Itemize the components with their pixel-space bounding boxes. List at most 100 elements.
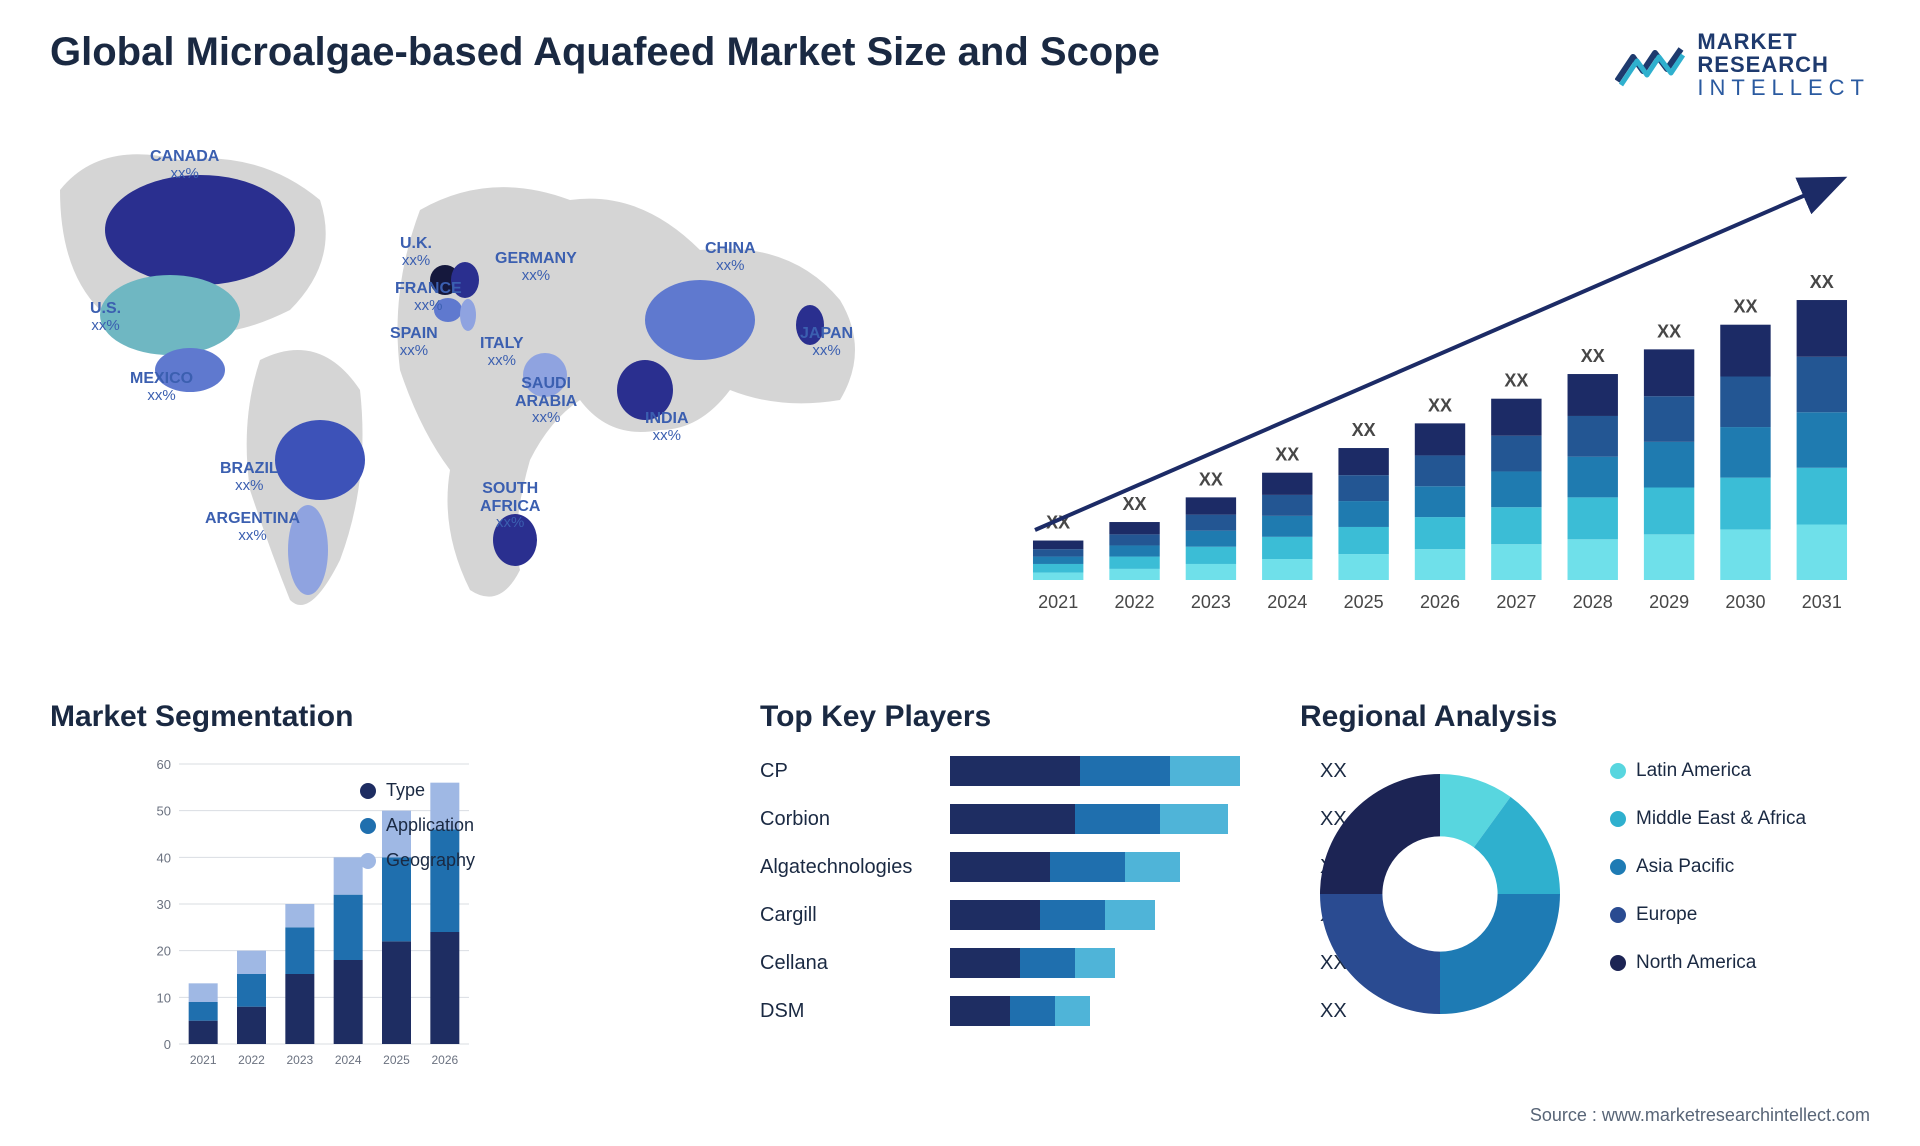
seg-legend-geography: Geography [360,850,475,871]
svg-text:XX: XX [1810,272,1834,292]
kp-bar [950,900,1320,930]
legend-label: Type [386,780,425,801]
svg-text:2029: 2029 [1649,592,1689,612]
kp-name: Cellana [760,952,950,975]
map-label-south-africa: SOUTHAFRICAxx% [480,480,540,532]
map-label-brazil: BRAZILxx% [220,460,279,494]
region-legend-latin-america: Latin America [1610,760,1806,782]
map-label-canada: CANADAxx% [150,148,219,182]
map-label-mexico: MEXICOxx% [130,370,193,404]
svg-text:XX: XX [1352,420,1376,440]
legend-dot-icon [1610,859,1626,875]
svg-text:20: 20 [157,944,171,959]
svg-text:XX: XX [1733,297,1757,317]
svg-text:2023: 2023 [1191,592,1231,612]
map-label-argentina: ARGENTINAxx% [205,510,300,544]
logo-text-3: INTELLECT [1697,76,1870,99]
svg-text:30: 30 [157,897,171,912]
legend-label: Asia Pacific [1636,856,1734,878]
brand-logo: MARKET RESEARCH INTELLECT [1615,30,1870,99]
keyplayers-section: Top Key Players CPXXCorbionXXAlgatechnol… [760,700,1380,1100]
keyplayers-title: Top Key Players [760,700,1380,734]
legend-dot-icon [1610,955,1626,971]
segmentation-title: Market Segmentation [50,700,570,734]
svg-text:50: 50 [157,804,171,819]
svg-text:XX: XX [1275,445,1299,465]
seg-legend-application: Application [360,815,475,836]
kp-bar [950,948,1320,978]
legend-dot-icon [360,853,376,869]
svg-text:2025: 2025 [1344,592,1384,612]
legend-dot-icon [1610,763,1626,779]
svg-text:2026: 2026 [1420,592,1460,612]
map-label-india: INDIAxx% [645,410,689,444]
svg-text:2027: 2027 [1496,592,1536,612]
map-label-china: CHINAxx% [705,240,756,274]
logo-mark-icon [1615,41,1685,89]
legend-dot-icon [360,783,376,799]
svg-text:2021: 2021 [190,1053,217,1067]
kp-bar [950,804,1320,834]
regional-title: Regional Analysis [1300,700,1870,734]
keyplayers-chart: CPXXCorbionXXAlgatechnologiesXXCargillXX… [760,756,1380,1026]
svg-text:XX: XX [1428,395,1452,415]
legend-label: Middle East & Africa [1636,808,1806,830]
logo-text-1: MARKET [1697,30,1870,53]
kp-name: Algatechnologies [760,856,950,879]
svg-text:10: 10 [157,990,171,1005]
svg-text:2024: 2024 [1267,592,1307,612]
legend-label: Application [386,815,474,836]
svg-text:XX: XX [1657,321,1681,341]
kp-bar [950,996,1320,1026]
region-legend-middle-east-africa: Middle East & Africa [1610,808,1806,830]
segmentation-section: Market Segmentation 0 10 20 30 40 50 60 2021 202… [50,700,570,1100]
segmentation-chart: 0102030405060202120222023202420252026 [50,744,570,1074]
svg-text:2024: 2024 [335,1053,362,1067]
regional-donut [1300,754,1580,1034]
svg-text:60: 60 [157,757,171,772]
kp-bar [950,756,1320,786]
svg-text:2022: 2022 [238,1053,265,1067]
legend-dot-icon [360,818,376,834]
svg-text:2030: 2030 [1725,592,1765,612]
svg-text:2026: 2026 [431,1053,458,1067]
map-label-spain: SPAINxx% [390,325,438,359]
map-label-u-s-: U.S.xx% [90,300,121,334]
seg-legend-type: Type [360,780,475,801]
map-label-saudi-arabia: SAUDIARABIAxx% [515,375,577,427]
legend-label: North America [1636,952,1756,974]
svg-text:XX: XX [1199,469,1223,489]
region-legend-asia-pacific: Asia Pacific [1610,856,1806,878]
legend-label: Latin America [1636,760,1751,782]
forecast-chart: XX2021XX2022XX2023XX2024XX2025XX2026XX20… [1000,150,1870,630]
svg-text:40: 40 [157,850,171,865]
region-legend-europe: Europe [1610,904,1806,926]
svg-text:2022: 2022 [1115,592,1155,612]
kp-name: DSM [760,1000,950,1023]
page-title: Global Microalgae-based Aquafeed Market … [50,30,1160,75]
legend-label: Geography [386,850,475,871]
svg-text:2028: 2028 [1573,592,1613,612]
legend-dot-icon [1610,907,1626,923]
svg-text:XX: XX [1123,494,1147,514]
kp-name: Cargill [760,904,950,927]
world-map: CANADAxx% U.S.xx% MEXICOxx% BRAZILxx% ARGENT… [40,130,900,660]
svg-text:XX: XX [1504,371,1528,391]
kp-name: CP [760,760,950,783]
region-legend-north-america: North America [1610,952,1806,974]
map-label-france: FRANCExx% [395,280,462,314]
svg-text:2025: 2025 [383,1053,410,1067]
svg-text:0: 0 [164,1037,171,1052]
source-text: Source : www.marketresearchintellect.com [1530,1105,1870,1126]
regional-legend: Latin America Middle East & Africa Asia Pa… [1610,760,1806,974]
legend-dot-icon [1610,811,1626,827]
map-label-japan: JAPANxx% [800,325,853,359]
logo-text-2: RESEARCH [1697,53,1870,76]
map-label-u-k-: U.K.xx% [400,235,432,269]
legend-label: Europe [1636,904,1697,926]
map-label-germany: GERMANYxx% [495,250,577,284]
kp-name: Corbion [760,808,950,831]
map-label-italy: ITALYxx% [480,335,524,369]
segmentation-legend: Type Application Geography [360,780,475,871]
svg-text:2031: 2031 [1802,592,1842,612]
